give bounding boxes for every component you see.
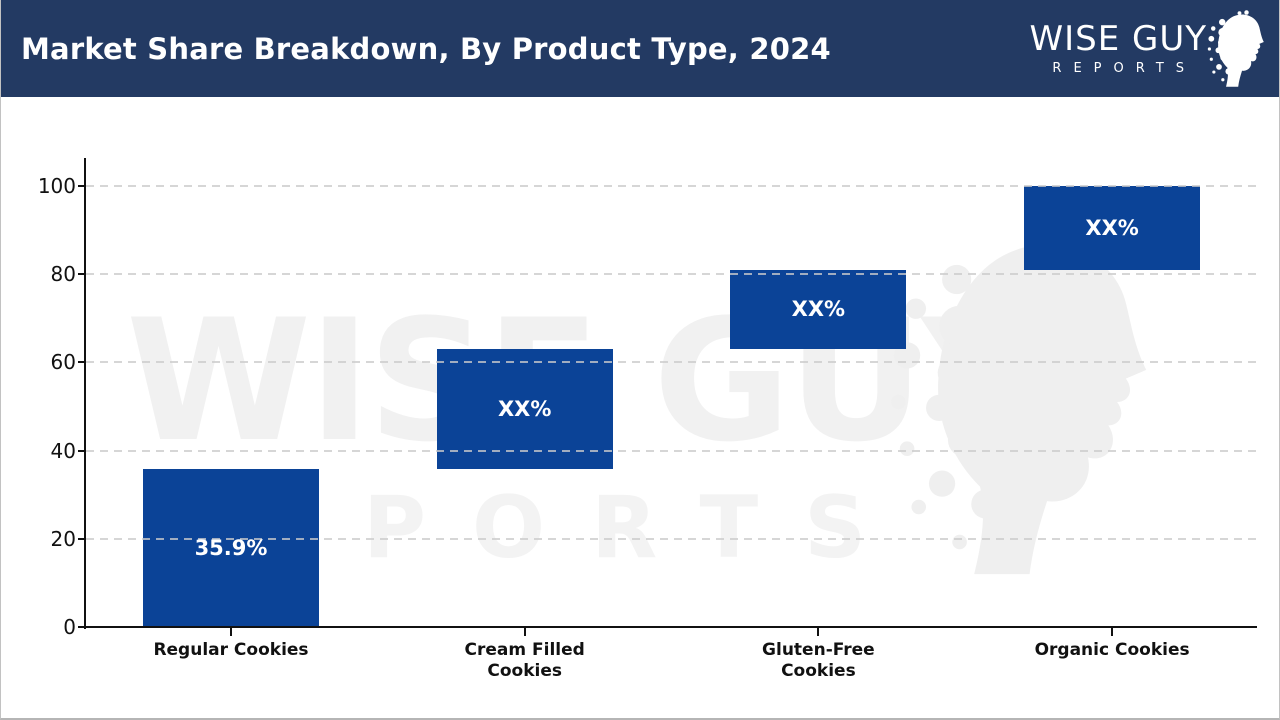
y-axis-tick xyxy=(78,537,86,540)
gridline xyxy=(86,273,1257,276)
x-axis-category-label: Organic Cookies xyxy=(1034,640,1190,660)
y-axis-tick-label: 100 xyxy=(37,174,76,198)
y-axis-line xyxy=(84,158,86,629)
x-axis-tick xyxy=(523,628,526,636)
y-axis-tick xyxy=(78,185,86,187)
logo-wordmark: WISE GUY xyxy=(1029,18,1207,59)
bar-value-label-2: XX% xyxy=(791,297,846,322)
wise-guy-head-icon xyxy=(1203,8,1267,90)
wise-guy-logo: WISE GUY REPORTS xyxy=(1029,8,1267,90)
y-axis-tick-label: 60 xyxy=(50,350,76,375)
y-axis-tick xyxy=(78,361,86,364)
y-axis-tick-label: 40 xyxy=(50,438,76,463)
gridline xyxy=(86,361,1257,364)
x-axis-category-label: Regular Cookies xyxy=(153,640,309,660)
y-axis-tick xyxy=(78,273,86,276)
x-axis-category-label: Gluten-Free Cookies xyxy=(762,640,875,682)
chart-header: Market Share Breakdown, By Product Type,… xyxy=(1,0,1279,97)
bar-1 xyxy=(436,349,613,469)
logo-text: WISE GUY REPORTS xyxy=(1029,22,1207,76)
x-axis-tick xyxy=(817,628,820,636)
gridline xyxy=(86,185,1257,187)
bar-0 xyxy=(143,468,319,627)
bar-value-label-0: 35.9% xyxy=(194,535,268,560)
gridline xyxy=(86,449,1257,452)
x-axis-tick xyxy=(1111,628,1114,636)
gridline xyxy=(86,537,1257,540)
y-axis-tick xyxy=(78,626,86,628)
y-axis-tick xyxy=(78,449,86,452)
bar-value-label-1: XX% xyxy=(497,396,552,421)
logo-subtext: REPORTS xyxy=(1052,60,1197,76)
y-axis-tick-label: 0 xyxy=(63,615,76,639)
x-axis-category-label: Cream Filled Cookies xyxy=(464,640,585,682)
chart-title: Market Share Breakdown, By Product Type,… xyxy=(21,31,831,66)
y-axis-tick-label: 20 xyxy=(50,526,76,551)
bar-value-label-3: XX% xyxy=(1085,215,1139,240)
x-axis-line xyxy=(84,626,1257,628)
x-axis-tick xyxy=(230,628,232,636)
bar-3 xyxy=(1024,186,1201,270)
y-axis-tick-label: 80 xyxy=(50,262,76,287)
bar-2 xyxy=(730,269,907,350)
